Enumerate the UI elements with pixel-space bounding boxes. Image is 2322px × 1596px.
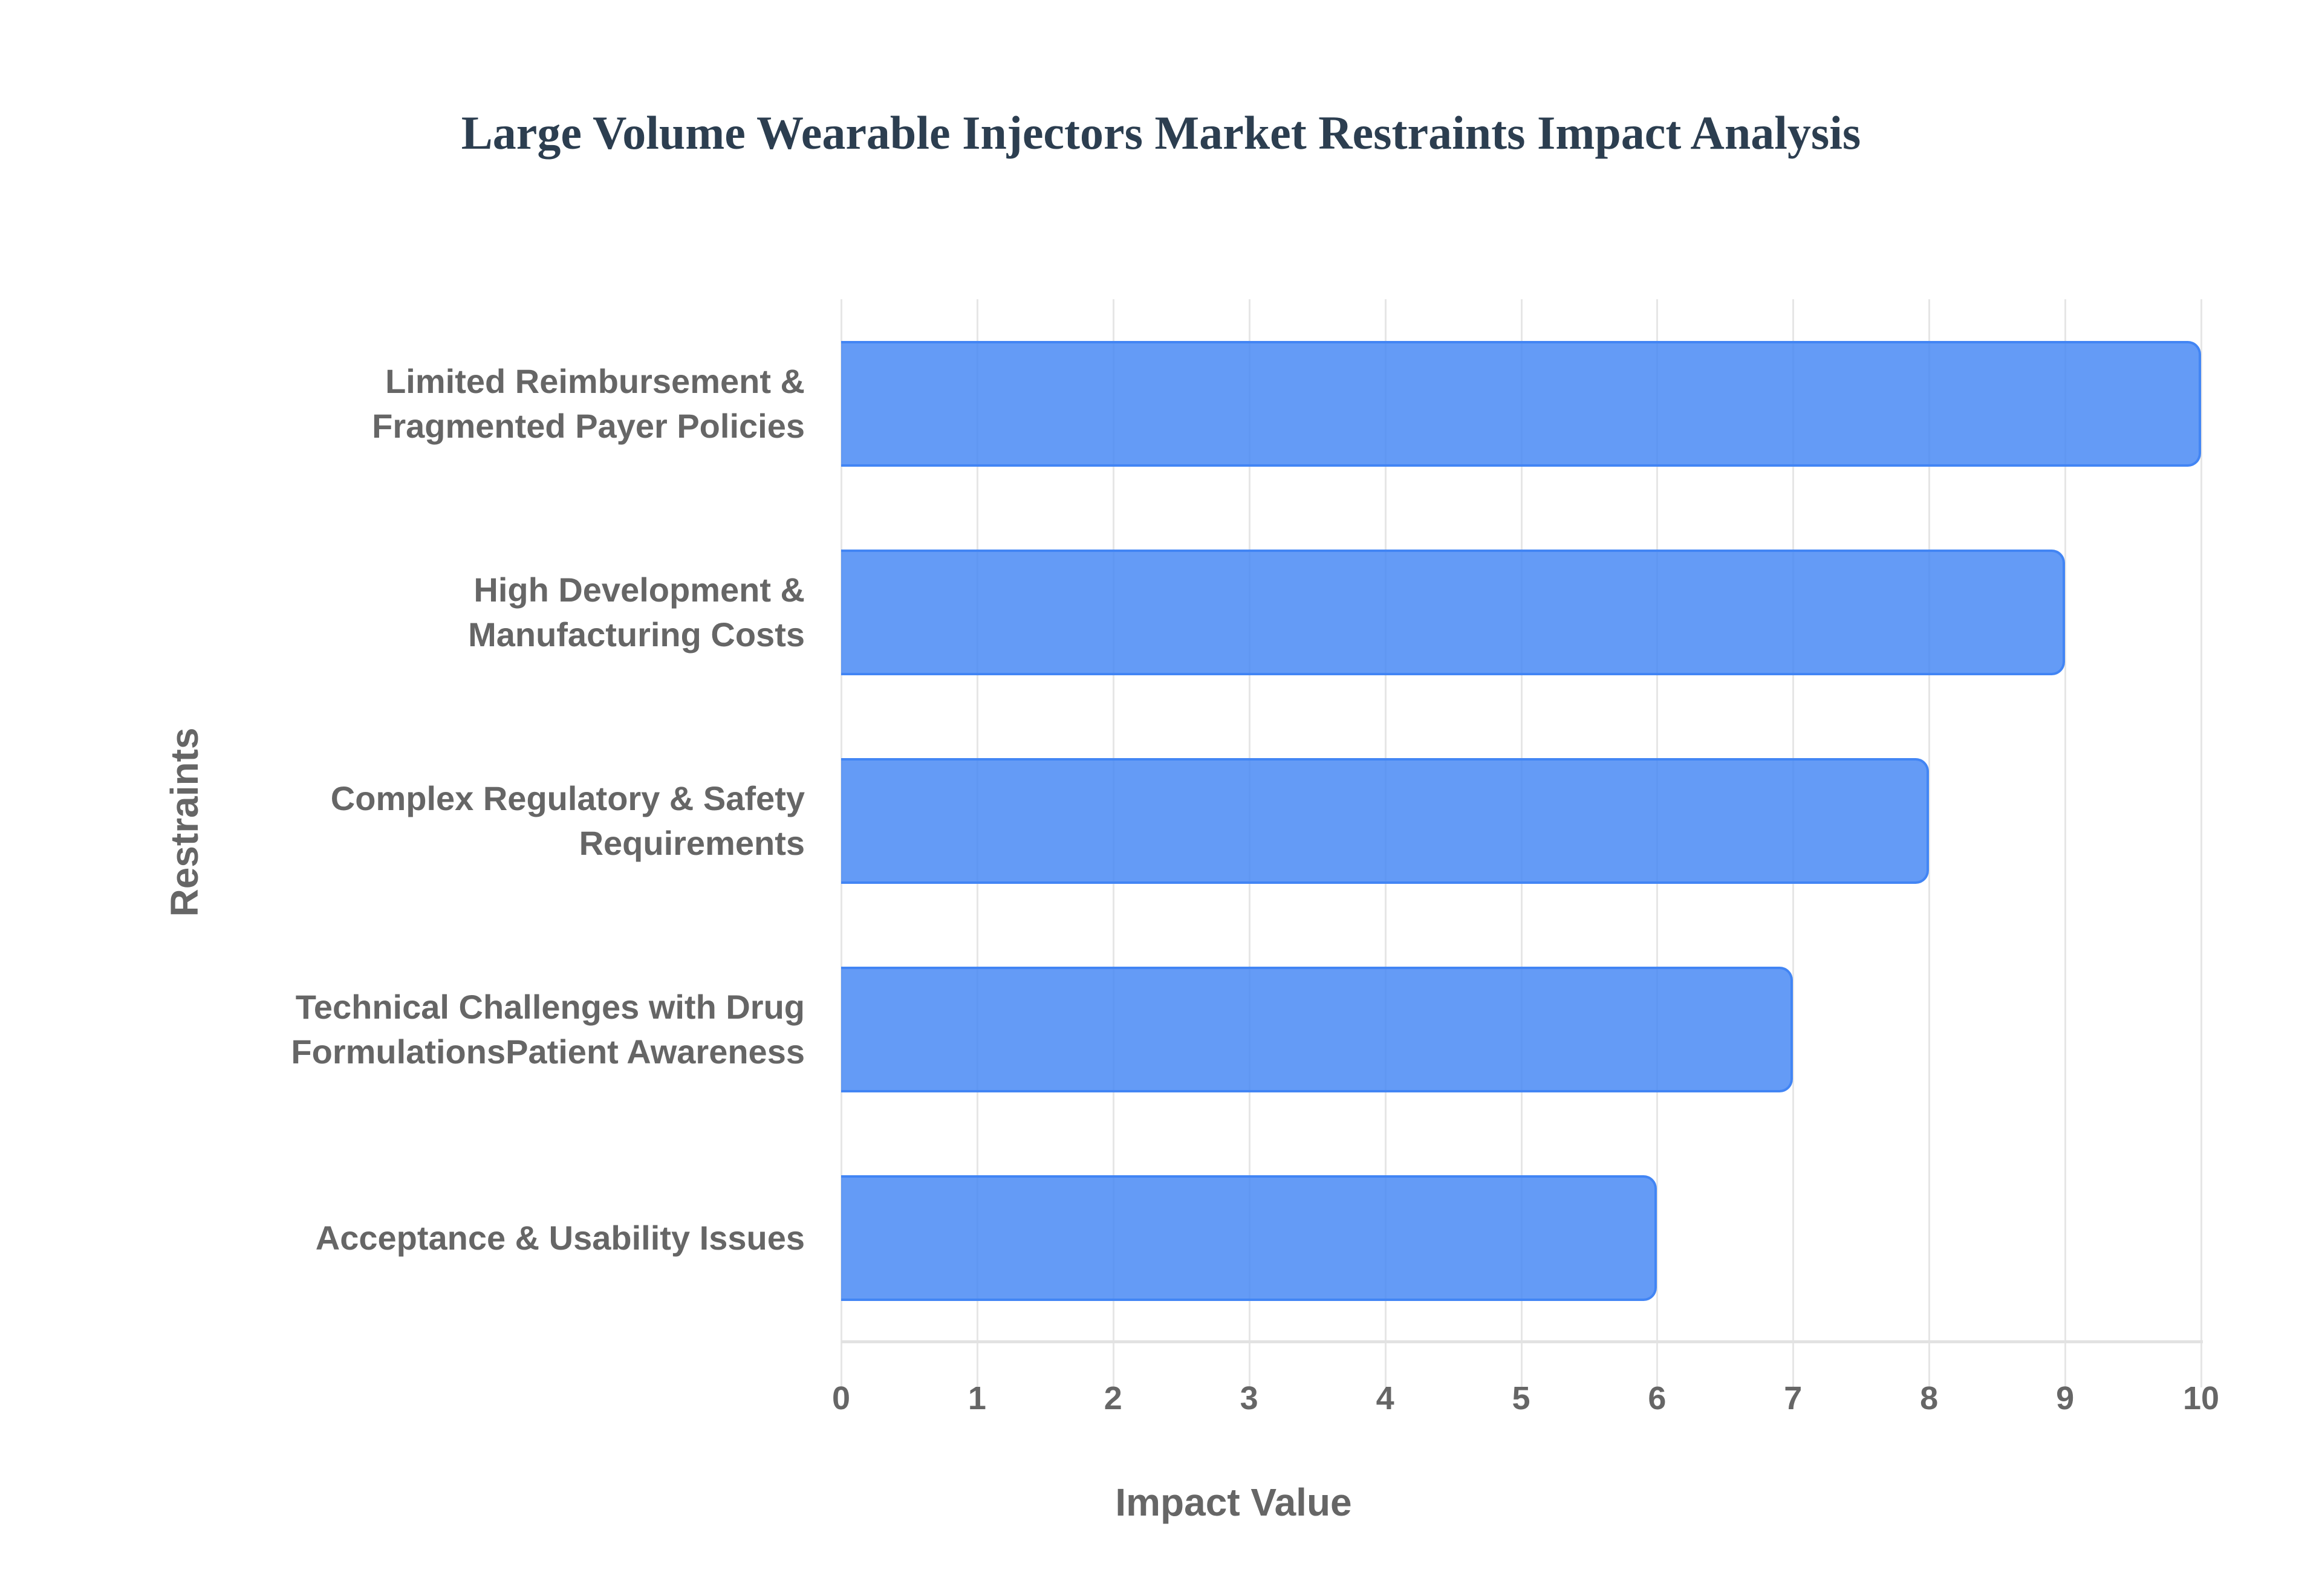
x-tick-label: 10 (2182, 1380, 2220, 1416)
gridline (1928, 299, 1931, 1387)
x-tick-label: 6 (1648, 1380, 1667, 1416)
y-tick-label: High Development & Manufacturing Costs (468, 570, 805, 654)
bar[interactable] (841, 1175, 1657, 1301)
x-tick-label: 9 (2056, 1380, 2075, 1416)
y-tick-label: Limited Reimbursement & Fragmented Payer … (372, 362, 805, 445)
bar[interactable] (841, 966, 1794, 1092)
y-tick-label: Technical Challenges with Drug Formulatio… (291, 987, 805, 1071)
x-axis-line (841, 1340, 2203, 1343)
y-tick-label: Acceptance & Usability Issues (315, 1218, 805, 1257)
gridline (2200, 299, 2202, 1387)
x-tick-label: 3 (1240, 1380, 1258, 1416)
x-tick-label: 4 (1376, 1380, 1394, 1416)
bar[interactable] (841, 340, 2201, 467)
bar[interactable] (841, 757, 1930, 884)
x-tick-label: 5 (1512, 1380, 1530, 1416)
gridline (2064, 299, 2067, 1387)
x-tick-label: 2 (1104, 1380, 1122, 1416)
x-axis-title: Impact Value (1115, 1481, 1352, 1524)
bar[interactable] (841, 549, 2066, 675)
x-tick-label: 8 (1920, 1380, 1939, 1416)
x-tick-label: 0 (831, 1380, 851, 1416)
plot-area (841, 299, 2203, 1387)
x-tick-label: 1 (968, 1380, 986, 1416)
x-tick-label: 7 (1784, 1380, 1803, 1416)
y-tick-label: Complex Regulatory & Safety Requirements (330, 779, 805, 862)
chart-title: Large Volume Wearable Injectors Market R… (461, 106, 1861, 159)
